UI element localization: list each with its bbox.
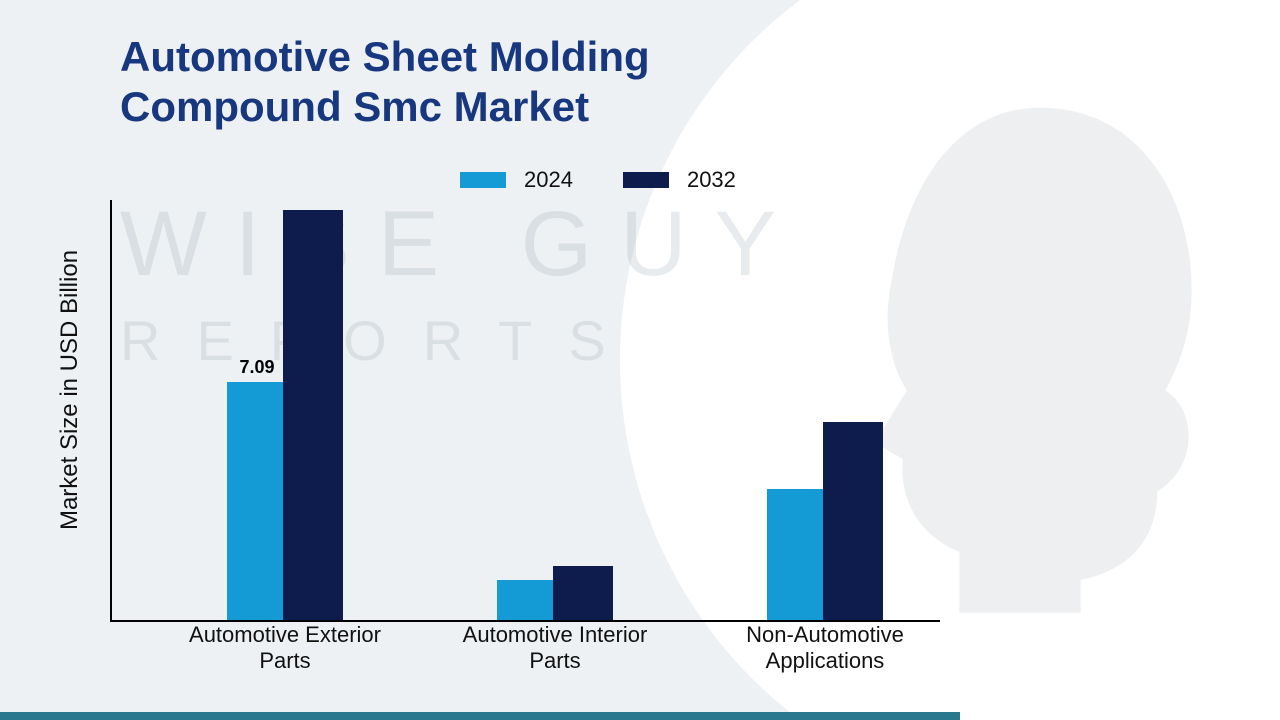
plot-area: 7.09 bbox=[110, 200, 940, 620]
bar-2024-1 bbox=[497, 580, 557, 620]
bottom-accent-bar bbox=[0, 712, 960, 720]
bar-2032-2 bbox=[823, 422, 883, 620]
bar-2024-0 bbox=[227, 382, 287, 620]
y-axis-label: Market Size in USD Billion bbox=[56, 250, 84, 530]
y-axis-line bbox=[110, 200, 112, 620]
bar-2032-0 bbox=[283, 210, 343, 620]
chart-title: Automotive Sheet Molding Compound Smc Ma… bbox=[120, 32, 840, 133]
legend-item-2032: 2032 bbox=[623, 167, 736, 193]
legend-label-2032: 2032 bbox=[687, 167, 736, 193]
canvas: WISE GUY REPORTS Automotive Sheet Moldin… bbox=[0, 0, 1280, 720]
brand-logo-text: WISE GUY REPORTS bbox=[1056, 22, 1254, 82]
bar-2024-2 bbox=[767, 489, 827, 620]
legend-swatch-2024 bbox=[460, 172, 506, 188]
x-label-1: Automotive Interior Parts bbox=[455, 622, 655, 675]
bar-value-label: 7.09 bbox=[217, 357, 297, 378]
bar-2032-1 bbox=[553, 566, 613, 620]
legend-swatch-2032 bbox=[623, 172, 669, 188]
legend-label-2024: 2024 bbox=[524, 167, 573, 193]
legend-item-2024: 2024 bbox=[460, 167, 573, 193]
x-label-0: Automotive Exterior Parts bbox=[185, 622, 385, 675]
legend: 2024 2032 bbox=[460, 165, 780, 195]
x-label-2: Non-Automotive Applications bbox=[725, 622, 925, 675]
brand-top: WISE GUY bbox=[1056, 22, 1254, 65]
